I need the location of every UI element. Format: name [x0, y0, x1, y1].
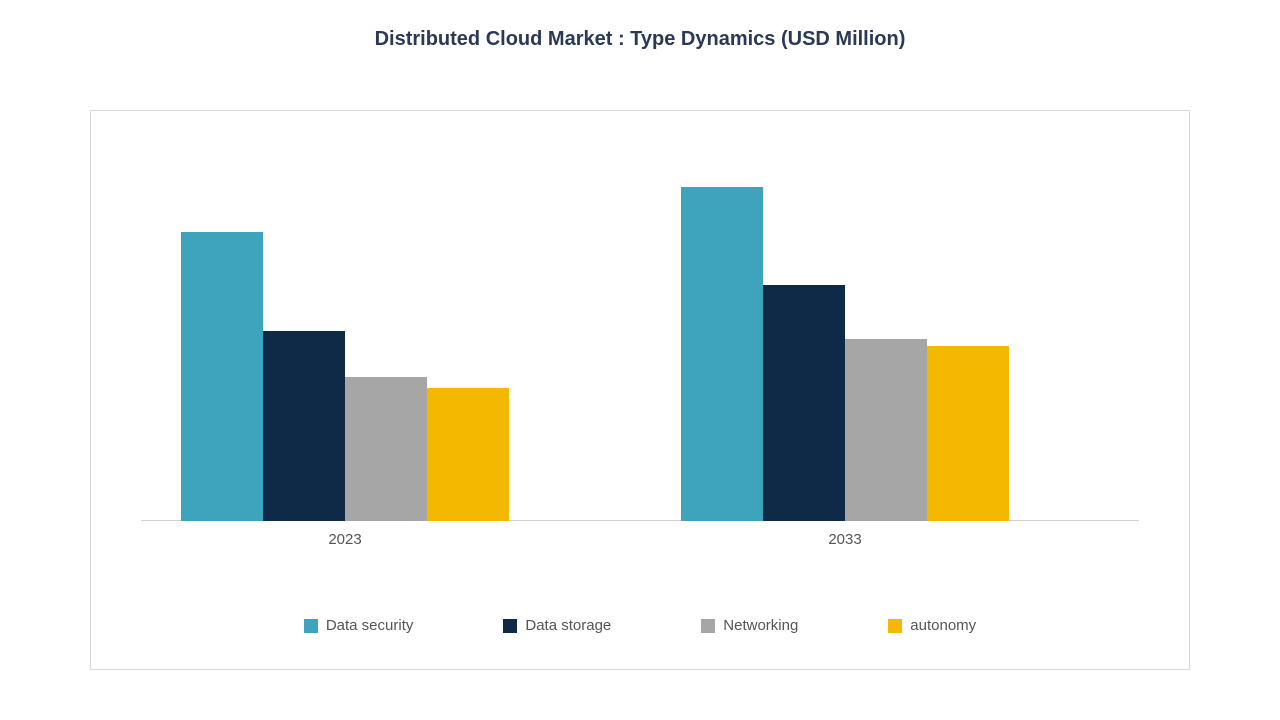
legend: Data security Data storage Networking au… [91, 617, 1189, 634]
legend-swatch-data-storage [503, 619, 517, 633]
bar-2023-autonomy [427, 388, 509, 521]
chart-frame: 2023 2033 Data security Data storage Net… [90, 110, 1190, 670]
bar-2023-networking [345, 377, 427, 521]
x-label-2023: 2023 [328, 531, 361, 548]
page: Distributed Cloud Market : Type Dynamics… [0, 0, 1280, 720]
legend-label-data-security: Data security [326, 617, 414, 634]
bar-group-2023 [181, 232, 509, 521]
bar-2033-data-security [681, 187, 763, 521]
plot-area [141, 141, 1139, 521]
bar-2023-data-security [181, 232, 263, 521]
x-label-2033: 2033 [828, 531, 861, 548]
legend-item-autonomy: autonomy [888, 617, 976, 634]
legend-swatch-networking [701, 619, 715, 633]
legend-label-autonomy: autonomy [910, 617, 976, 634]
legend-swatch-data-security [304, 619, 318, 633]
bar-2033-autonomy [927, 346, 1009, 521]
legend-item-data-security: Data security [304, 617, 414, 634]
legend-swatch-autonomy [888, 619, 902, 633]
chart-title: Distributed Cloud Market : Type Dynamics… [0, 0, 1280, 51]
bar-2023-data-storage [263, 331, 345, 521]
x-axis-labels: 2023 2033 [141, 531, 1139, 561]
legend-label-data-storage: Data storage [525, 617, 611, 634]
bar-2033-data-storage [763, 285, 845, 521]
bar-group-2033 [681, 187, 1009, 521]
legend-item-data-storage: Data storage [503, 617, 611, 634]
bar-2033-networking [845, 339, 927, 521]
legend-item-networking: Networking [701, 617, 798, 634]
legend-label-networking: Networking [723, 617, 798, 634]
